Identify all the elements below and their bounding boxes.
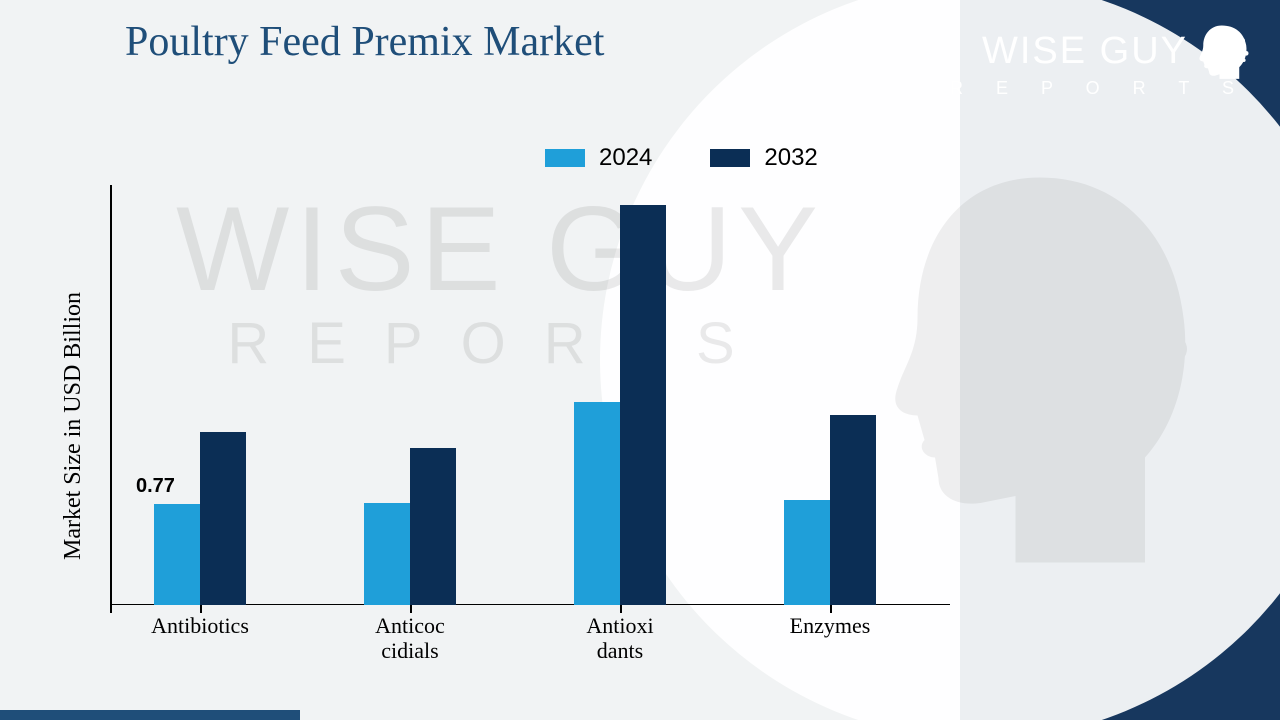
x-tick <box>830 605 832 613</box>
bottom-accent-bar <box>0 710 300 720</box>
legend-item-2024: 2024 <box>545 144 652 172</box>
bar-series-a <box>364 503 410 605</box>
logo-text-sub: R E P O R T S <box>950 78 1252 99</box>
category-label: Antibiotics <box>110 613 290 638</box>
x-tick <box>110 605 112 613</box>
legend-label-b: 2032 <box>764 144 817 172</box>
bar-value-label: 0.77 <box>136 475 175 498</box>
legend-swatch-a <box>545 149 585 167</box>
bar-series-b <box>200 432 246 605</box>
bar-series-a <box>574 402 620 605</box>
y-axis-label: Market Size in USD Billion <box>60 292 87 560</box>
chart-canvas: WISE GUY REPORTS WISE GUY R E P O R T S … <box>0 0 1280 720</box>
x-tick <box>200 605 202 613</box>
x-tick <box>410 605 412 613</box>
bar-series-a <box>154 504 200 605</box>
chart-title: Poultry Feed Premix Market <box>125 18 604 66</box>
bar-series-b <box>830 415 876 605</box>
plot-area: 0.77AntibioticsAnticoccidialsAntioxidant… <box>110 185 950 605</box>
bar-series-b <box>620 205 666 605</box>
category-label: Antioxidants <box>530 613 710 664</box>
brand-logo: WISE GUY R E P O R T S <box>950 22 1252 99</box>
x-tick <box>620 605 622 613</box>
category-label: Anticoccidials <box>320 613 500 664</box>
legend: 2024 2032 <box>545 144 818 172</box>
y-axis-line <box>110 185 112 605</box>
legend-label-a: 2024 <box>599 144 652 172</box>
logo-text-main: WISE GUY <box>982 30 1188 73</box>
bar-series-a <box>784 500 830 605</box>
bar-series-b <box>410 448 456 606</box>
category-label: Enzymes <box>740 613 920 638</box>
legend-swatch-b <box>710 149 750 167</box>
legend-item-2032: 2032 <box>710 144 817 172</box>
logo-head-icon <box>1194 22 1252 80</box>
